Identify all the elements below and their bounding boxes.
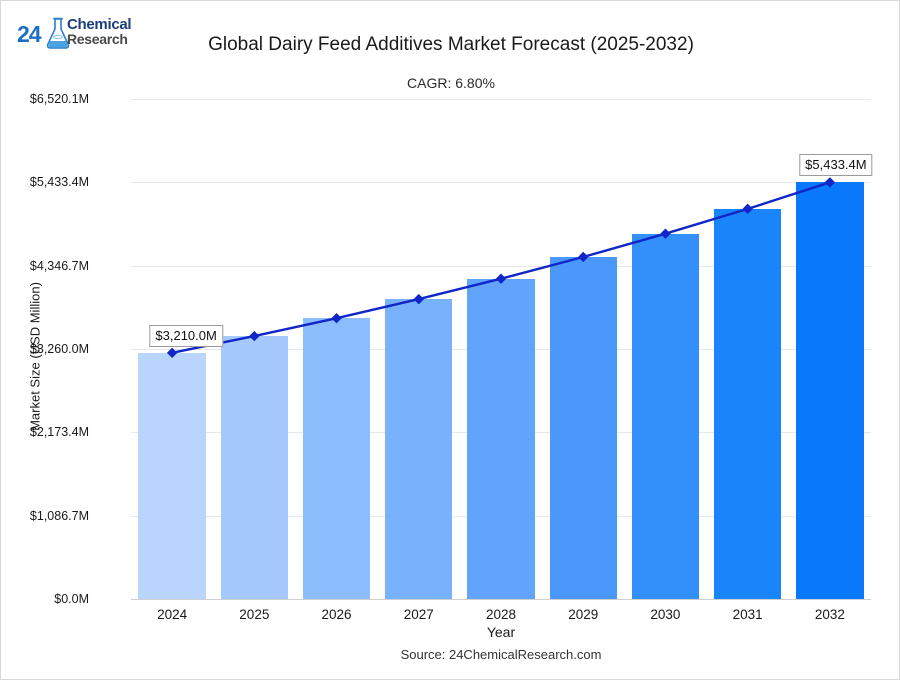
- data-point-marker[interactable]: [166, 347, 178, 359]
- y-axis-tick-label: $6,520.1M: [29, 92, 89, 106]
- x-axis-tick-label: 2029: [568, 607, 599, 622]
- y-axis-tick-label: $4,346.7M: [29, 258, 89, 273]
- data-point-marker[interactable]: [331, 313, 342, 324]
- x-axis-tick-label: 2026: [321, 607, 352, 622]
- bar[interactable]: [631, 233, 700, 599]
- bar[interactable]: [549, 256, 617, 599]
- data-point-marker[interactable]: [495, 273, 507, 284]
- flask-icon: [46, 17, 70, 49]
- data-point-marker[interactable]: [742, 203, 753, 215]
- logo-mark-24: 24: [17, 21, 42, 47]
- y-axis-tick-label: $5,433.4M: [29, 175, 89, 190]
- x-axis-title: Year: [486, 624, 516, 640]
- y-axis-tick-label: $2,173.4M: [29, 425, 89, 440]
- logo-text-line2: Research: [67, 31, 128, 48]
- x-axis-tick-label: 2027: [403, 607, 434, 622]
- y-axis-tick-label: $0.0M: [54, 592, 89, 606]
- data-point-marker[interactable]: [824, 177, 836, 188]
- y-axis-tick-label: $1,086.7M: [29, 508, 89, 523]
- bar[interactable]: [385, 299, 453, 599]
- logo-wordmark: Chemical Research: [67, 16, 132, 48]
- x-axis-tick-label: 2032: [814, 607, 845, 622]
- plot-area: $0.0M $1,086.7M $2,173.4M $3,260.0M $4,346.7…: [30, 92, 873, 622]
- x-axis-tick-label: 2030: [650, 607, 681, 622]
- gridline: [131, 182, 871, 184]
- gridline: [131, 265, 871, 267]
- brand-logo: 24 Chemical Research: [15, 13, 133, 55]
- bar[interactable]: [220, 336, 289, 599]
- bar[interactable]: [302, 318, 371, 599]
- bar[interactable]: [138, 352, 206, 599]
- data-point-marker[interactable]: [578, 251, 589, 263]
- bar[interactable]: [467, 278, 535, 599]
- x-axis-tick-label: 2025: [239, 607, 270, 622]
- x-axis-tick-label: 2024: [157, 607, 188, 622]
- gridline: [131, 99, 871, 100]
- data-point-marker[interactable]: [249, 330, 260, 342]
- trend-line-series: [166, 177, 836, 359]
- data-label: $5,433.4M: [799, 154, 873, 177]
- x-axis-tick-label: 2028: [485, 607, 516, 622]
- trend-line: [171, 181, 831, 354]
- chart-title: Global Dairy Feed Additives Market Forec…: [208, 34, 694, 55]
- gridline: [131, 599, 871, 600]
- chart-subtitle-cagr: CAGR: 6.80%: [407, 75, 495, 91]
- x-axis-tick-label: 2031: [732, 607, 763, 622]
- data-point-marker[interactable]: [413, 293, 424, 305]
- source-note: Source: 24ChemicalResearch.com: [400, 647, 602, 662]
- bar[interactable]: [713, 208, 782, 599]
- data-point-marker[interactable]: [660, 228, 671, 239]
- y-axis-tick-label: $3,260.0M: [29, 342, 89, 356]
- bar[interactable]: [796, 182, 864, 599]
- data-label: $3,210.0M: [149, 324, 223, 347]
- logo-text-line1: Chemical: [67, 16, 132, 33]
